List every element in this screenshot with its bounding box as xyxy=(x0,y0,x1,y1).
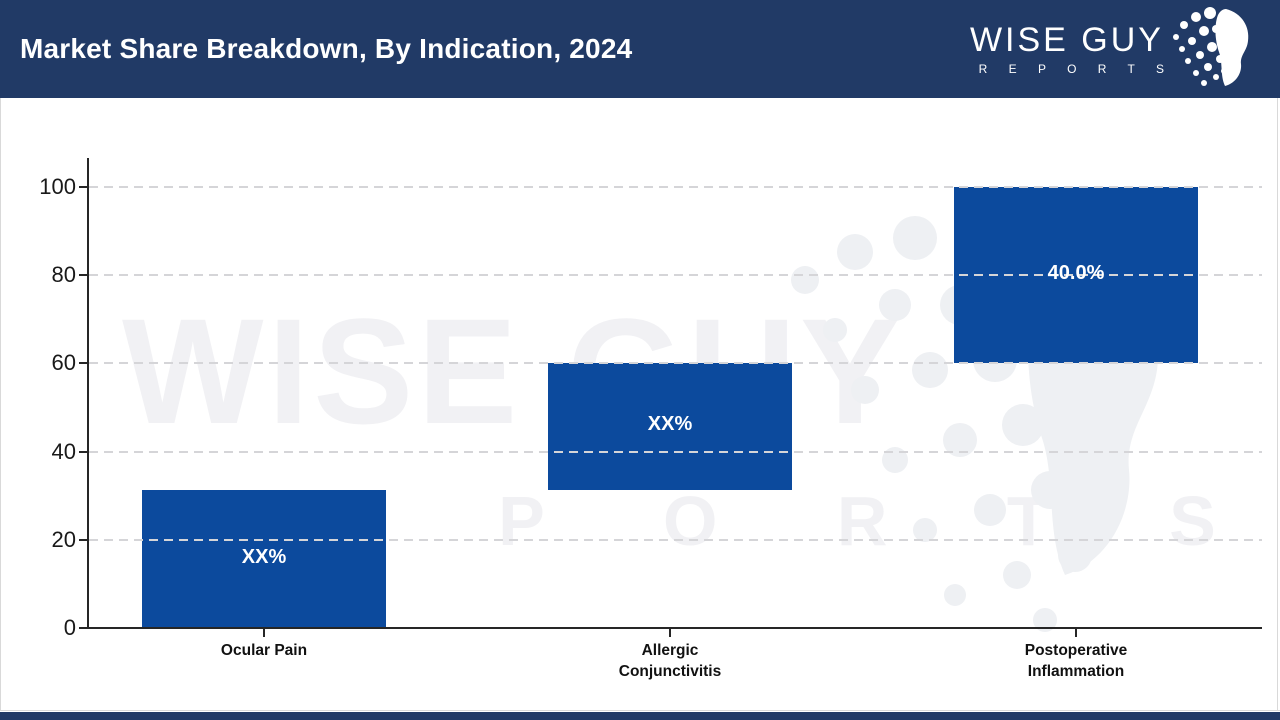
bar-allergic-conjunctivitis xyxy=(548,363,792,490)
brand-logo-line1: WISE GUY xyxy=(969,20,1164,59)
gridline-40 xyxy=(89,450,1262,453)
header-band: Market Share Breakdown, By Indication, 2… xyxy=(0,0,1280,98)
gridline-20 xyxy=(89,538,1262,541)
y-tick-mark-100 xyxy=(79,186,87,188)
gridline-80 xyxy=(89,274,1262,277)
y-tick-label-20: 20 xyxy=(51,526,76,552)
bar-value-label-allergic-conjunctivitis: XX% xyxy=(647,413,693,436)
y-tick-mark-20 xyxy=(79,538,87,541)
y-tick-label-40: 40 xyxy=(51,438,76,464)
y-tick-label-80: 80 xyxy=(51,262,76,288)
brand-face-icon xyxy=(1168,3,1254,96)
y-tick-label-100: 100 xyxy=(39,174,76,199)
bar-ocular-pain xyxy=(142,489,386,628)
x-tick-mark-ocular-pain xyxy=(263,629,265,637)
y-tick-mark-80 xyxy=(79,274,87,277)
x-tick-label-ocular-pain: Ocular Pain xyxy=(220,642,308,659)
x-tick-label-allergic-conjunctivitis: Allergic Conjunctivitis xyxy=(618,642,722,680)
brand-logo: WISE GUY R E P O R T S xyxy=(970,3,1254,96)
gridline-60 xyxy=(89,362,1262,365)
gridline-100 xyxy=(89,186,1262,188)
brand-logo-text: WISE GUY R E P O R T S xyxy=(970,23,1164,76)
y-tick-mark-60 xyxy=(79,362,87,365)
x-tick-mark-postoperative-inflammation xyxy=(1075,629,1077,637)
y-tick-label-0: 0 xyxy=(63,615,76,640)
bar-value-label-ocular-pain: XX% xyxy=(241,545,287,568)
y-tick-mark-0 xyxy=(79,627,87,629)
bar-value-label-postoperative-inflammation: 40.0% xyxy=(1047,262,1105,285)
footer-band xyxy=(0,712,1280,720)
y-tick-label-60: 60 xyxy=(51,350,76,376)
bottom-border-line xyxy=(0,710,1280,711)
x-tick-label-postoperative-inflammation: Postoperative Inflammation xyxy=(1024,642,1128,680)
page-title: Market Share Breakdown, By Indication, 2… xyxy=(20,33,633,64)
brand-logo-line2: R E P O R T S xyxy=(978,61,1173,76)
y-axis-line xyxy=(87,158,89,629)
x-tick-mark-allergic-conjunctivitis xyxy=(669,629,671,637)
x-axis-line xyxy=(87,627,1262,629)
y-tick-mark-40 xyxy=(79,450,87,453)
